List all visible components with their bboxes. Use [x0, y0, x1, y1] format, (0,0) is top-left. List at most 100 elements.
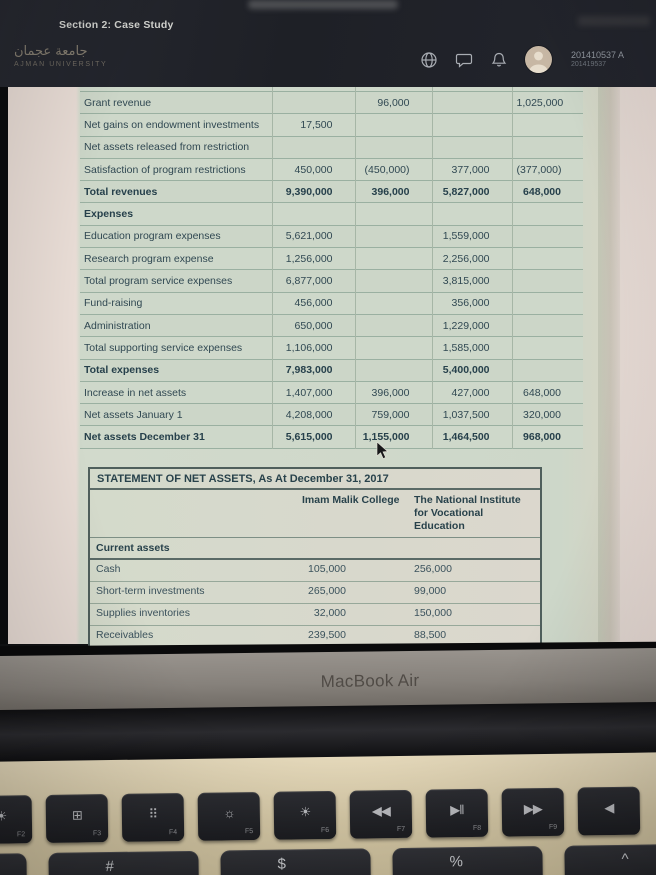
row-label-cell: Expenses: [80, 202, 272, 226]
globe-icon[interactable]: [420, 51, 438, 69]
net-assets-row: Supplies inventories 32,000 150,000: [90, 604, 540, 626]
symbol-key-glyph: $: [277, 855, 287, 873]
row-label-cell: Total revenues: [80, 180, 272, 203]
key-f6: ☀ F6: [273, 790, 337, 840]
row-label-cell: Total program service expenses: [80, 269, 272, 293]
key-f8: ▶‖ F8: [425, 788, 489, 838]
launchpad-icon: ⠿: [148, 806, 158, 822]
net-assets-title: STATEMENT OF NET ASSETS, As At December …: [90, 469, 540, 490]
fkey-label: F7: [396, 825, 406, 834]
amount-cell: 96,000: [354, 90, 432, 114]
play-pause-icon: ▶‖: [450, 802, 464, 818]
amount-cell: 265,000: [308, 585, 346, 597]
amount-cell: 5,400,000: [431, 358, 512, 382]
column-header-institute: The National Institute for Vocational Ed…: [414, 494, 521, 532]
number-key-row: @ # $% ^: [0, 843, 656, 875]
amount-cell: 17,500: [271, 113, 355, 137]
row-label-cell: Net assets released from restriction: [80, 135, 272, 159]
net-assets-row: Cash 105,000 256,000: [90, 560, 540, 582]
amount-cell: 1,155,000: [354, 425, 432, 449]
activities-row: Total expenses 7,983,000 5,400,000: [80, 358, 583, 382]
amount-cell: 2,256,000: [431, 247, 512, 270]
symbol-key: $: [220, 848, 372, 875]
amount-cell: [511, 291, 583, 315]
activities-row: Expenses: [80, 202, 583, 226]
row-label-cell: Satisfaction of program restrictions: [80, 157, 272, 181]
left-bezel-strip: [0, 87, 8, 644]
amount-cell: 968,000: [511, 425, 583, 449]
amount-cell: 7,983,000: [271, 358, 355, 382]
user-id-block[interactable]: 201410537 A 201419537: [571, 50, 656, 70]
fkey-label: F3: [92, 830, 102, 838]
browser-tab-smudge: [248, 0, 398, 9]
partial-row: [80, 87, 583, 92]
amount-cell: 1,559,000: [431, 224, 512, 248]
key-f5: ☼ F5: [197, 791, 261, 841]
brightness-up-icon: ☀: [0, 808, 7, 824]
amount-cell: 1,037,500: [431, 403, 512, 426]
university-logo: جامعة عجمان AJMAN UNIVERSITY: [14, 45, 108, 69]
amount-cell: [511, 336, 583, 360]
row-label-cell: Grant revenue: [80, 90, 272, 114]
mouse-cursor: [376, 442, 389, 460]
mission-control-icon: ⊞: [71, 807, 82, 823]
amount-cell: [354, 291, 432, 315]
amount-cell: [511, 313, 583, 337]
avatar[interactable]: [525, 46, 552, 73]
activities-row: Net gains on endowment investments 17,500: [80, 113, 583, 137]
amount-cell: 256,000: [414, 563, 452, 575]
amount-cell: 5,827,000: [431, 180, 512, 203]
function-key-row: ☀ F2 ⊞ F3 ⠿ F4 ☼ F5 ☀ F6 ◀◀ F7 ▶‖ F8 ▶▶ F9 ◀: [0, 786, 641, 845]
key-f4: ⠿ F4: [121, 793, 185, 842]
macbook-brand-label: MacBook Air: [320, 670, 420, 692]
amount-cell: [354, 135, 432, 159]
amount-cell: [354, 269, 432, 293]
amount-cell: [354, 336, 432, 360]
row-label-cell: Fund-raising: [80, 291, 272, 315]
university-logo-english: AJMAN UNIVERSITY: [14, 61, 108, 68]
amount-cell: (377,000): [511, 157, 583, 181]
amount-cell: 6,877,000: [271, 269, 355, 293]
amount-cell: 1,025,000: [511, 90, 583, 114]
amount-cell: (450,000): [354, 157, 432, 181]
net-assets-section-row: Current assets: [90, 538, 540, 560]
amount-cell: [271, 202, 355, 226]
amount-cell: [431, 90, 512, 114]
symbol-key-glyph: #: [105, 858, 115, 875]
header-icons: 201410537 A 201419537: [420, 46, 656, 73]
amount-cell: [354, 358, 432, 382]
amount-cell: 4,208,000: [271, 403, 355, 426]
amount-cell: 427,000: [431, 380, 512, 404]
amount-cell: 32,000: [313, 607, 346, 619]
amount-cell: 150,000: [414, 607, 452, 619]
keyboard-deck: ☀ F2 ⊞ F3 ⠿ F4 ☼ F5 ☀ F6 ◀◀ F7 ▶‖ F8 ▶▶ F9 ◀ @ # $% ^: [0, 752, 656, 875]
amount-cell: [511, 358, 583, 382]
amount-cell: [511, 224, 583, 248]
amount-cell: 648,000: [511, 380, 583, 404]
row-label-cell: Total supporting service expenses: [80, 336, 272, 360]
amount-cell: 9,390,000: [271, 180, 355, 203]
amount-cell: [511, 135, 583, 159]
row-label-cell: Supplies inventories: [96, 607, 190, 619]
chat-icon[interactable]: [455, 51, 473, 69]
amount-cell: 377,000: [431, 157, 512, 181]
row-label-cell: Net gains on endowment investments: [80, 113, 272, 137]
amount-cell: [511, 202, 583, 226]
symbol-key-glyph: ^: [621, 850, 629, 868]
corner-haze: [578, 16, 650, 26]
scrollbar-shade: [598, 87, 620, 644]
symbol-key-glyph: %: [449, 853, 464, 871]
bell-icon[interactable]: [490, 51, 508, 69]
amount-cell: [354, 202, 432, 226]
empty-header-cell: [90, 490, 296, 537]
lms-header: Section 2: Case Study جامعة عجمان AJMAN …: [0, 0, 656, 87]
row-label-cell: Research program expense: [80, 247, 272, 270]
laptop-screen: Section 2: Case Study جامعة عجمان AJMAN …: [0, 0, 656, 649]
activities-row: Satisfaction of program restrictions 450,…: [80, 157, 583, 181]
amount-cell: 396,000: [354, 180, 432, 203]
amount-cell: 1,106,000: [271, 336, 355, 360]
amount-cell: [354, 247, 432, 270]
amount-cell: 3,815,000: [431, 269, 512, 293]
symbol-key: %: [392, 846, 543, 875]
activities-row: Total revenues 9,390,000 396,000 5,827,000 6…: [80, 180, 583, 203]
